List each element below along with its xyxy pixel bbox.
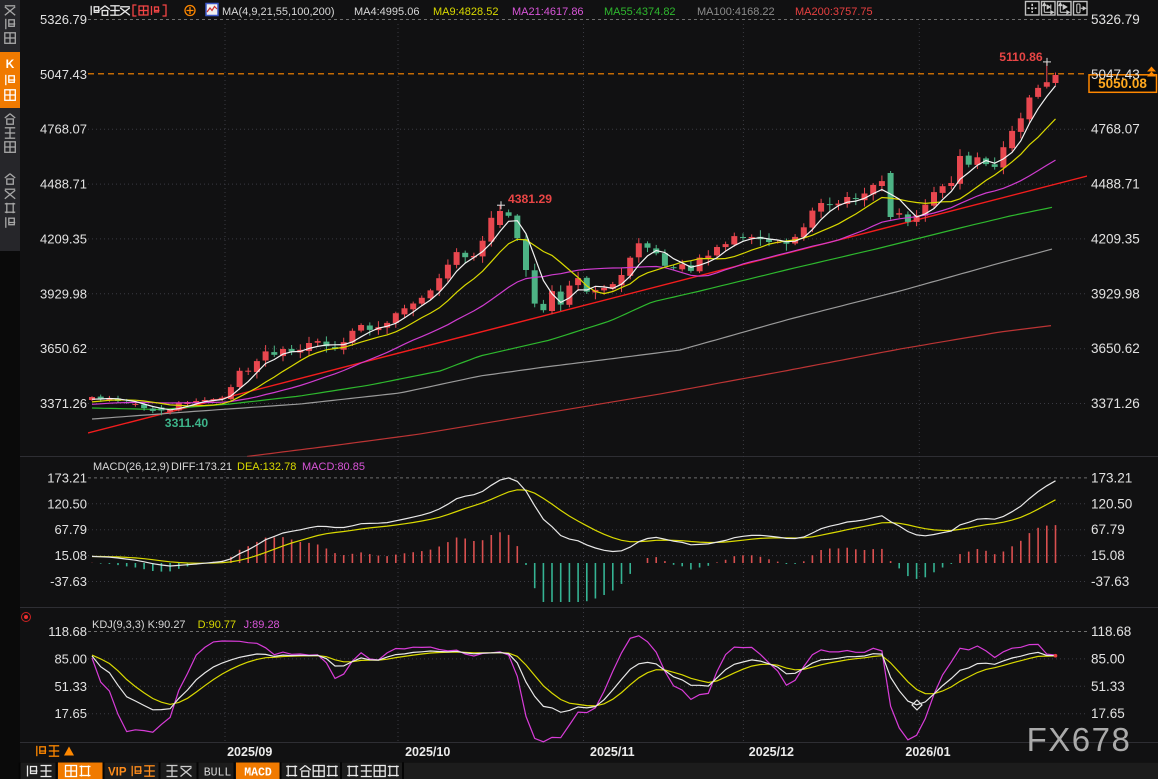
svg-text:2025/11: 2025/11 [590,745,635,759]
svg-text:118.68: 118.68 [1091,624,1131,639]
svg-text:-37.63: -37.63 [50,574,87,589]
svg-text:51.33: 51.33 [54,679,87,694]
svg-text:5326.79: 5326.79 [40,12,87,27]
svg-text:3929.98: 3929.98 [1091,286,1140,301]
svg-text:67.79: 67.79 [1091,522,1125,537]
svg-text:17.65: 17.65 [54,706,87,721]
svg-text:4768.07: 4768.07 [1091,122,1140,137]
svg-text:3371.26: 3371.26 [1091,396,1140,411]
svg-text:MACD:80.85: MACD:80.85 [302,461,365,473]
svg-text:173.21: 173.21 [47,470,87,485]
svg-text:5050.08: 5050.08 [1098,76,1147,91]
svg-text:J:89.28: J:89.28 [244,619,280,631]
svg-text:5047.43: 5047.43 [40,67,87,82]
svg-text:17.65: 17.65 [1091,706,1125,721]
svg-text:4488.71: 4488.71 [40,177,87,192]
svg-text:2025/09: 2025/09 [227,745,272,759]
svg-text:VIP: VIP [108,767,127,779]
svg-text:3311.40: 3311.40 [165,416,209,430]
svg-text:MA100:4168.22: MA100:4168.22 [697,6,775,18]
svg-text:MACD: MACD [244,767,272,779]
svg-text:85.00: 85.00 [1091,651,1125,666]
svg-text:15.08: 15.08 [54,548,87,563]
svg-text:MA4:4995.06: MA4:4995.06 [354,6,419,18]
svg-text:KDJ(9,3,3) K:90.27: KDJ(9,3,3) K:90.27 [92,619,186,631]
svg-text:4768.07: 4768.07 [40,122,87,137]
svg-text:5047.43: 5047.43 [1091,67,1140,82]
svg-text:5110.86: 5110.86 [999,50,1043,64]
svg-text:MA55:4374.82: MA55:4374.82 [604,6,676,18]
svg-text:FX678: FX678 [1027,721,1132,758]
svg-text:3371.26: 3371.26 [40,396,87,411]
svg-text:85.00: 85.00 [54,651,87,666]
svg-text:2026/01: 2026/01 [905,745,950,759]
svg-text:118.68: 118.68 [48,624,87,639]
svg-text:K: K [6,57,15,71]
svg-text:5326.79: 5326.79 [1091,12,1140,27]
svg-text:173.21: 173.21 [1091,470,1132,485]
svg-text:51.33: 51.33 [1091,679,1125,694]
svg-text:MA200:3757.75: MA200:3757.75 [795,6,873,18]
svg-text:DIFF:173.21: DIFF:173.21 [171,461,232,473]
svg-text:4488.71: 4488.71 [1091,177,1140,192]
svg-text:15.08: 15.08 [1091,548,1125,563]
svg-text:BULL: BULL [204,767,232,779]
svg-text:3650.62: 3650.62 [1091,341,1140,356]
svg-text:MA9:4828.52: MA9:4828.52 [433,6,498,18]
svg-text:MA(4,9,21,55,100,200): MA(4,9,21,55,100,200) [222,6,335,18]
svg-text:3650.62: 3650.62 [40,341,87,356]
svg-text:MA21:4617.86: MA21:4617.86 [512,6,584,18]
svg-text:2025/12: 2025/12 [749,745,794,759]
svg-text:120.50: 120.50 [1091,496,1132,511]
svg-text:3929.98: 3929.98 [40,286,87,301]
svg-text:4209.35: 4209.35 [1091,231,1140,246]
svg-text:67.79: 67.79 [54,522,87,537]
svg-text:MACD(26,12,9): MACD(26,12,9) [93,461,169,473]
svg-text:DEA:132.78: DEA:132.78 [237,461,296,473]
svg-text:4209.35: 4209.35 [40,231,87,246]
svg-text:120.50: 120.50 [47,496,87,511]
svg-text:D:90.77: D:90.77 [198,619,237,631]
svg-text:2025/10: 2025/10 [405,745,450,759]
svg-text:4381.29: 4381.29 [508,192,552,206]
svg-text:-37.63: -37.63 [1091,574,1129,589]
